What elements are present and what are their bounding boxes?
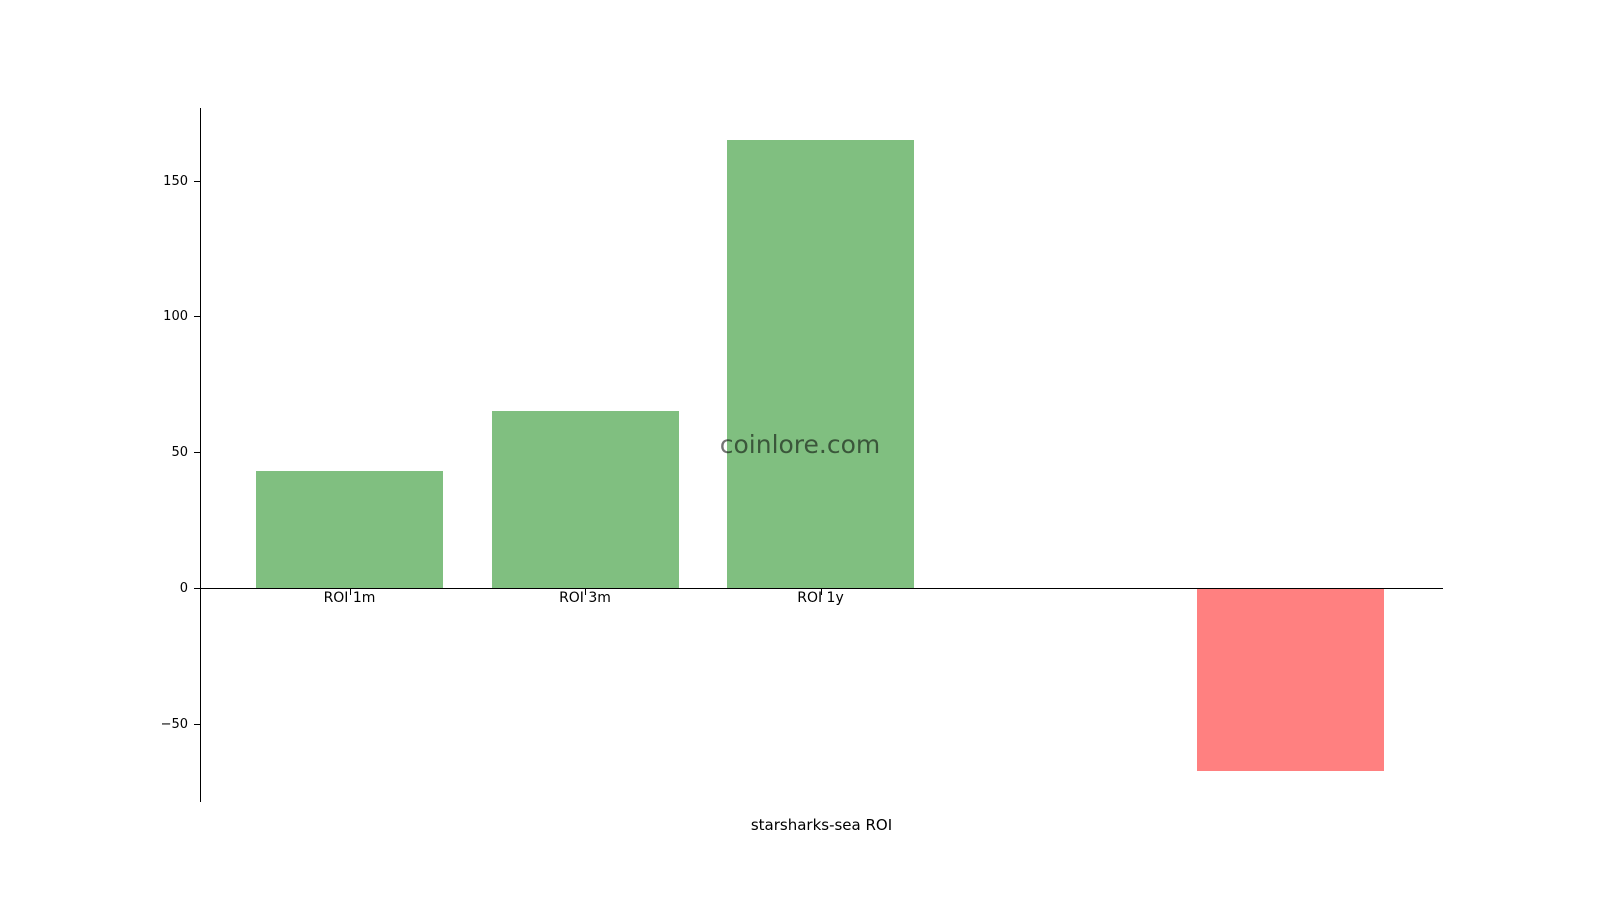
x-axis-line (200, 588, 1443, 589)
x-tick-label-roi-1y: ROI 1y (797, 590, 844, 606)
x-tick-mark (349, 589, 351, 595)
y-axis-spine (200, 108, 201, 802)
y-tick-label: −50 (160, 716, 188, 732)
y-tick-mark (194, 452, 200, 454)
bar-roi-3m (491, 411, 679, 588)
bar-unlabeled (1196, 589, 1384, 771)
y-tick-label: 150 (163, 173, 188, 189)
y-tick-mark (194, 316, 200, 318)
y-tick-mark (194, 180, 200, 182)
y-tick-label: 0 (179, 581, 188, 596)
y-tick-label: 100 (163, 309, 188, 325)
bar-roi-1y (727, 139, 914, 588)
y-tick-label: 50 (171, 445, 188, 461)
x-tick-label-roi-3m: ROI 3m (559, 590, 611, 606)
y-tick-mark (194, 723, 200, 725)
y-tick-mark (194, 588, 200, 589)
x-tick-mark (820, 589, 822, 595)
chart-xlabel: starsharks-sea ROI (750, 816, 893, 834)
x-tick-mark (585, 589, 586, 595)
x-tick-label-roi-1m: ROI 1m (323, 590, 376, 606)
bar-roi-1m (256, 471, 443, 588)
